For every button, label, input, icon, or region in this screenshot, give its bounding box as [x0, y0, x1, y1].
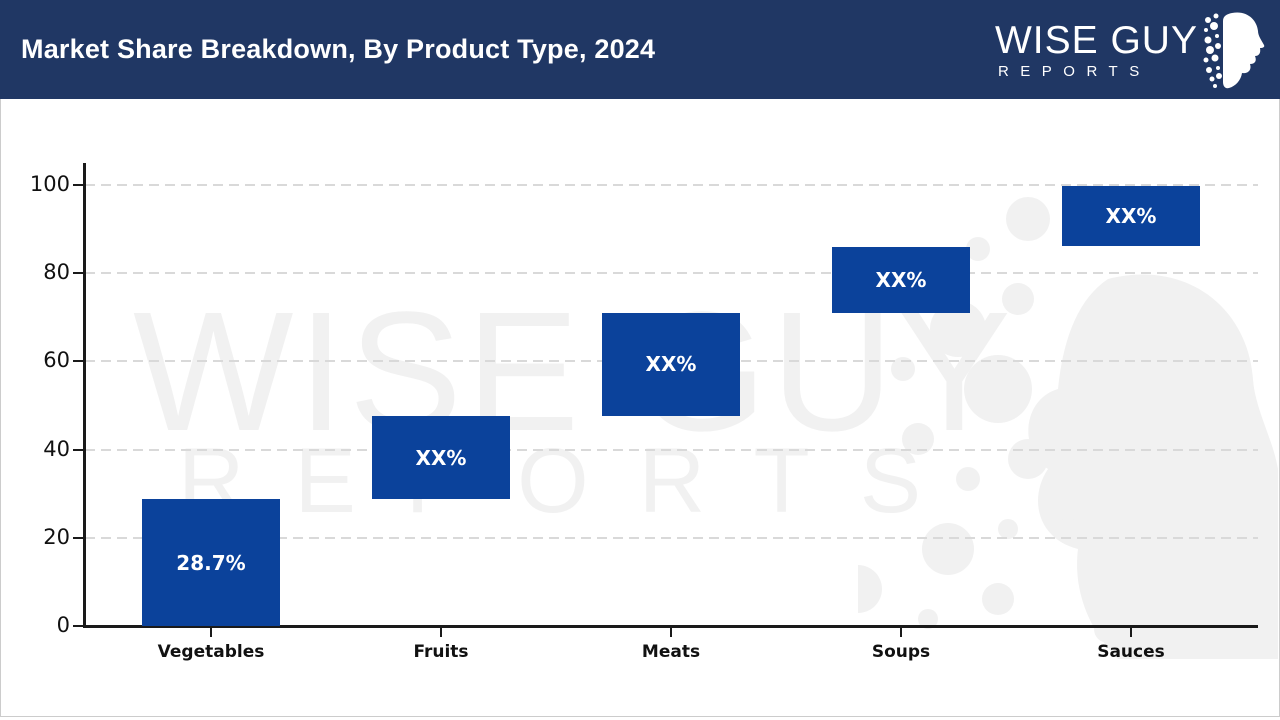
- y-axis-tick-label: 100: [29, 172, 70, 196]
- watermark-subtitle: REPORTS: [178, 430, 972, 532]
- header-banner: Market Share Breakdown, By Product Type,…: [0, 0, 1280, 99]
- gridline: [85, 448, 1258, 451]
- y-axis-tick: [73, 360, 84, 363]
- x-category-label: Fruits: [413, 642, 469, 662]
- x-axis-tick: [1130, 628, 1132, 637]
- y-axis-tick: [73, 625, 84, 627]
- bar-value-label: XX%: [1105, 204, 1157, 229]
- x-category-label: Soups: [871, 642, 931, 662]
- y-axis-line: [83, 163, 86, 628]
- logo-text: WISE GUY REPORTS: [994, 19, 1198, 81]
- logo-head-icon: [1203, 12, 1265, 89]
- bar-value-label: 28.7%: [176, 550, 246, 575]
- wise-guy-reports-logo: WISE GUY REPORTS: [995, 8, 1266, 92]
- x-category-label: Meats: [641, 642, 701, 662]
- gridline: [85, 272, 1258, 275]
- x-axis-line: [83, 625, 1258, 628]
- y-axis-tick-label: 60: [43, 348, 70, 373]
- bar-fruits: XX%: [372, 415, 510, 500]
- x-category-label: Sauces: [1097, 642, 1165, 662]
- x-axis-tick: [210, 628, 212, 637]
- gridline: [85, 184, 1258, 186]
- bar-meats: XX%: [602, 313, 740, 416]
- bar-vegetables: 28.7%: [142, 499, 280, 626]
- page-title: Market Share Breakdown, By Product Type,…: [21, 34, 656, 64]
- y-axis-tick: [73, 272, 84, 275]
- logo-wordmark: WISE GUY: [994, 19, 1198, 62]
- chart-plot-area: WISE GUY REPORTS 0 20 40 60 80 100 28.7% Vegeta…: [0, 99, 1280, 716]
- y-axis-tick: [73, 448, 84, 451]
- bar-sauces: XX%: [1062, 185, 1200, 247]
- bar-value-label: XX%: [415, 445, 467, 470]
- bar-value-label: XX%: [645, 352, 697, 377]
- y-axis-tick-label: 20: [43, 524, 70, 549]
- x-axis-tick: [440, 628, 442, 637]
- bar-soups: XX%: [832, 247, 970, 314]
- x-category-label: Vegetables: [157, 642, 265, 662]
- watermark-head-icon: [858, 185, 1278, 659]
- y-axis-tick: [73, 184, 84, 186]
- gridline: [85, 536, 1258, 539]
- logo-subtitle: REPORTS: [997, 63, 1151, 80]
- y-axis-tick: [73, 536, 84, 539]
- y-axis-tick-label: 80: [43, 260, 70, 285]
- y-axis-tick-label: 40: [43, 436, 70, 461]
- x-axis-tick: [900, 628, 902, 637]
- bar-value-label: XX%: [875, 268, 927, 293]
- y-axis-tick-label: 0: [56, 613, 70, 637]
- x-axis-tick: [670, 628, 672, 637]
